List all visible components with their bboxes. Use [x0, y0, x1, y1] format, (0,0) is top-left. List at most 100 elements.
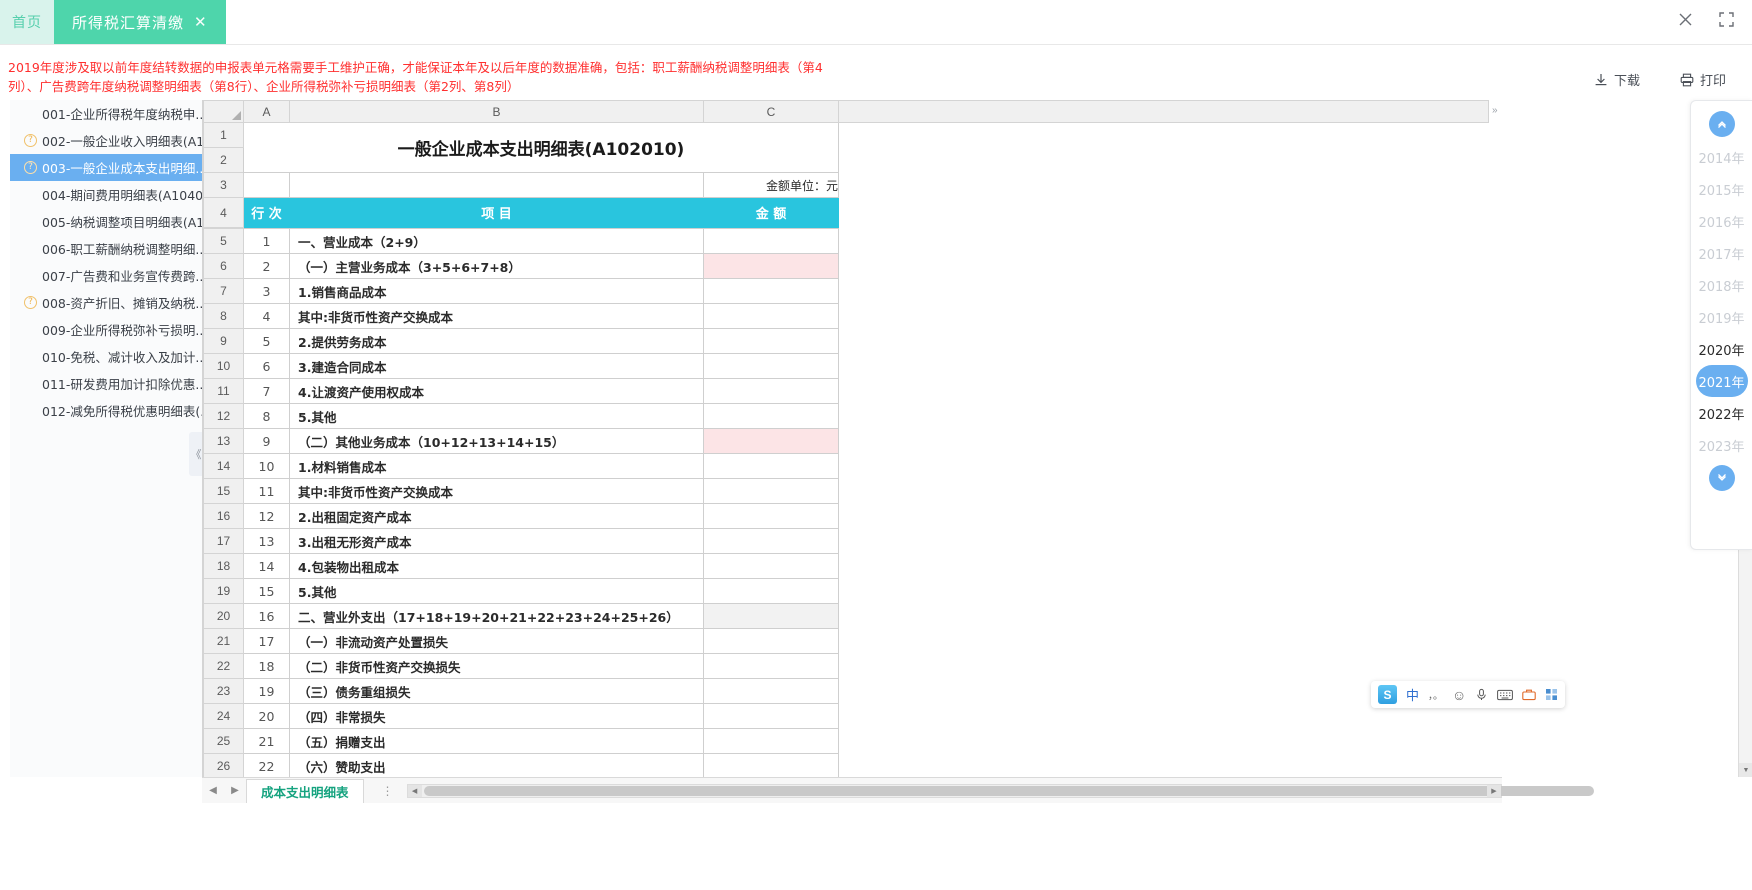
table-row[interactable]: 16 12 2.出租固定资产成本 — [203, 503, 1489, 529]
cell-amount[interactable] — [703, 728, 839, 754]
cell-line-number[interactable]: 18 — [243, 653, 290, 679]
table-row[interactable]: 8 4 其中:非货币性资产交换成本 — [203, 303, 1489, 329]
cell-line-number[interactable]: 10 — [243, 453, 290, 479]
cell-item-name[interactable]: 3.出租无形资产成本 — [289, 528, 704, 554]
sidebar-item-6[interactable]: 006-职工薪酬纳税调整明细... — [10, 235, 218, 262]
year-option-2017年[interactable]: 2017年 — [1698, 247, 1745, 263]
row-number-3[interactable]: 3 — [203, 172, 244, 198]
row-number-14[interactable]: 14 — [203, 453, 244, 479]
cell-line-number[interactable]: 6 — [243, 353, 290, 379]
row-number-17[interactable]: 17 — [203, 528, 244, 554]
ime-punctuation-icon[interactable]: ，。 — [1428, 691, 1444, 702]
cell-amount[interactable] — [703, 353, 839, 379]
ime-settings-icon[interactable] — [1545, 688, 1558, 701]
cell-line-number[interactable]: 2 — [243, 253, 290, 279]
year-option-2021年[interactable]: 2021年 — [1695, 365, 1748, 397]
sidebar-item-9[interactable]: 009-企业所得税弥补亏损明... — [10, 316, 218, 343]
row-number-11[interactable]: 11 — [203, 378, 244, 404]
spreadsheet-area[interactable]: A B C 1 一般企业成本支出明细表(A102010) 2 3 金额单位：元 … — [202, 100, 1502, 777]
table-row[interactable]: 22 18 （二）非货币性资产交换损失 — [203, 653, 1489, 679]
row-number-24[interactable]: 24 — [203, 703, 244, 729]
download-button[interactable]: 下载 — [1594, 70, 1640, 89]
cell-amount[interactable] — [703, 278, 839, 304]
tab-income-tax-settlement[interactable]: 所得税汇算清缴 ✕ — [54, 0, 226, 44]
cell-amount[interactable] — [703, 303, 839, 329]
tab-home[interactable]: 首页 — [0, 0, 54, 44]
sidebar-collapse-handle[interactable]: 《 — [189, 432, 203, 476]
cell-a3[interactable] — [243, 172, 290, 198]
cell-item-name[interactable]: 2.提供劳务成本 — [289, 328, 704, 354]
cell-amount[interactable] — [703, 253, 839, 279]
table-row[interactable]: 21 17 （一）非流动资产处置损失 — [203, 628, 1489, 654]
cell-amount[interactable] — [703, 528, 839, 554]
row-number-4[interactable]: 4 — [203, 197, 244, 228]
cell-item-name[interactable]: 5.其他 — [289, 403, 704, 429]
cell-line-number[interactable]: 17 — [243, 628, 290, 654]
cell-line-number[interactable]: 13 — [243, 528, 290, 554]
cell-item-name[interactable]: （一）主营业务成本（3+5+6+7+8） — [289, 253, 704, 279]
row-number-22[interactable]: 22 — [203, 653, 244, 679]
cell-amount[interactable] — [703, 378, 839, 404]
table-header-amount[interactable]: 金 额 — [703, 197, 839, 228]
row-number-8[interactable]: 8 — [203, 303, 244, 329]
cell-item-name[interactable]: 4.包装物出租成本 — [289, 553, 704, 579]
sidebar-item-7[interactable]: 007-广告费和业务宣传费跨... — [10, 262, 218, 289]
cell-amount[interactable] — [703, 553, 839, 579]
spreadsheet-grid[interactable]: A B C 1 一般企业成本支出明细表(A102010) 2 3 金额单位：元 … — [203, 100, 1489, 228]
table-header-line-no[interactable]: 行 次 — [243, 197, 290, 228]
cell-amount[interactable] — [703, 753, 839, 777]
row-number-19[interactable]: 19 — [203, 578, 244, 604]
sidebar-item-4[interactable]: 004-期间费用明细表(A1040... — [10, 181, 218, 208]
hscroll-left-arrow-icon[interactable]: ◀ — [407, 784, 422, 797]
table-row[interactable]: 20 16 二、营业外支出（17+18+19+20+21+22+23+24+25+2… — [203, 603, 1489, 629]
table-row[interactable]: 26 22 （六）赞助支出 — [203, 753, 1489, 777]
cell-line-number[interactable]: 21 — [243, 728, 290, 754]
row-number-6[interactable]: 6 — [203, 253, 244, 279]
row-number-20[interactable]: 20 — [203, 603, 244, 629]
cell-amount[interactable] — [703, 453, 839, 479]
cell-amount[interactable] — [703, 703, 839, 729]
cell-item-name[interactable]: 3.建造合同成本 — [289, 353, 704, 379]
cell-amount[interactable] — [703, 328, 839, 354]
table-row[interactable]: 12 8 5.其他 — [203, 403, 1489, 429]
year-scroll-down-button[interactable] — [1708, 465, 1735, 491]
row-number-13[interactable]: 13 — [203, 428, 244, 454]
cell-line-number[interactable]: 4 — [243, 303, 290, 329]
cell-item-name[interactable]: （六）赞助支出 — [289, 753, 704, 777]
column-header-c[interactable]: C — [703, 100, 839, 123]
hscroll-thumb[interactable] — [423, 785, 1594, 796]
table-row[interactable]: 24 20 （四）非常损失 — [203, 703, 1489, 729]
cell-line-number[interactable]: 16 — [243, 603, 290, 629]
sheet-next-icon[interactable]: ▶ — [231, 785, 239, 796]
row-number-1[interactable]: 1 — [203, 122, 244, 148]
cell-amount[interactable] — [703, 478, 839, 504]
cell-line-number[interactable]: 15 — [243, 578, 290, 604]
hscroll-right-arrow-icon[interactable]: ▶ — [1487, 784, 1501, 797]
table-row[interactable]: 5 1 一、营业成本（2+9） — [203, 228, 1489, 254]
table-row[interactable]: 25 21 （五）捐赠支出 — [203, 728, 1489, 754]
year-option-2019年[interactable]: 2019年 — [1698, 311, 1745, 327]
cell-line-number[interactable]: 7 — [243, 378, 290, 404]
row-number-5[interactable]: 5 — [203, 228, 244, 254]
sheet-menu-icon[interactable]: ⋮ — [381, 783, 395, 798]
cell-item-name[interactable]: 1.材料销售成本 — [289, 453, 704, 479]
year-scroll-up-button[interactable] — [1708, 111, 1735, 137]
row-number-25[interactable]: 25 — [203, 728, 244, 754]
cell-item-name[interactable]: （三）债务重组损失 — [289, 678, 704, 704]
sidebar-item-5[interactable]: 005-纳税调整项目明细表(A1... — [10, 208, 218, 235]
cell-amount[interactable] — [703, 428, 839, 454]
cell-item-name[interactable]: （二）其他业务成本（10+12+13+14+15） — [289, 428, 704, 454]
cell-item-name[interactable]: 其中:非货币性资产交换成本 — [289, 478, 704, 504]
sidebar-item-8[interactable]: ? 008-资产折旧、摊销及纳税... — [10, 289, 218, 316]
cell-amount[interactable] — [703, 653, 839, 679]
table-row[interactable]: 7 3 1.销售商品成本 — [203, 278, 1489, 304]
sidebar-item-11[interactable]: 011-研发费用加计扣除优惠... — [10, 370, 218, 397]
cell-line-number[interactable]: 19 — [243, 678, 290, 704]
close-window-icon[interactable] — [1678, 12, 1693, 32]
cell-item-name[interactable]: 二、营业外支出（17+18+19+20+21+22+23+24+25+26） — [289, 603, 704, 629]
ime-logo-icon[interactable]: S — [1378, 685, 1397, 704]
year-option-2016年[interactable]: 2016年 — [1698, 215, 1745, 231]
row-number-12[interactable]: 12 — [203, 403, 244, 429]
ime-emoji-icon[interactable]: ☺ — [1452, 686, 1467, 703]
cell-line-number[interactable]: 14 — [243, 553, 290, 579]
